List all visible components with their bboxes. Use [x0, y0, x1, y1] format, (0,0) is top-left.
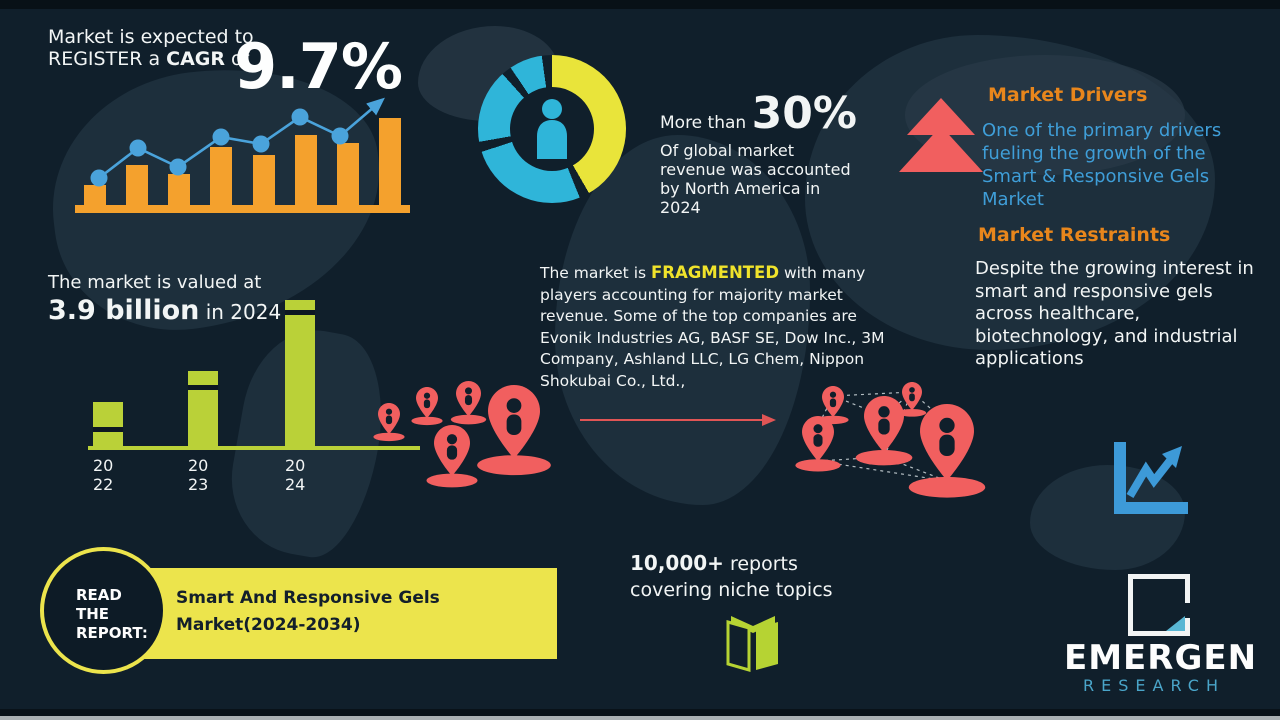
- top-edge-strip: [0, 0, 1280, 9]
- book-icon: [726, 616, 778, 672]
- read-report-badge[interactable]: READ THE REPORT:: [40, 547, 167, 674]
- na-percent: 30%: [751, 88, 857, 139]
- reports-count-rest: reports: [723, 553, 798, 575]
- report-title: Smart And Responsive Gels Market(2024-20…: [176, 588, 440, 635]
- cagr-value: 9.7%: [234, 30, 403, 103]
- line-chart-icon: [1114, 442, 1188, 514]
- frag-prefix: The market is: [540, 264, 651, 282]
- pin-cluster-left: [373, 381, 551, 488]
- valuation-line1: The market is valued at: [48, 272, 262, 293]
- market-drivers-body: One of the primary drivers fueling the g…: [982, 120, 1222, 210]
- logo-square-icon: [1128, 574, 1190, 636]
- location-pin-icon: [450, 381, 487, 425]
- cagr-line1: Market is expected to: [48, 26, 254, 48]
- trend-baseline: [75, 205, 410, 213]
- person-icon: [537, 99, 567, 159]
- cagr-line2-bold: CAGR: [166, 48, 226, 70]
- trend-bar: [84, 185, 106, 205]
- trend-bar: [126, 165, 149, 205]
- market-value-chart: 2022 2023 2024: [88, 300, 420, 494]
- flow-arrow-icon: [580, 414, 776, 426]
- value-bar-label: 2024: [285, 456, 306, 494]
- trend-bars: [75, 95, 410, 205]
- bottom-edge-strip: [0, 709, 1280, 716]
- location-pin-icon: [795, 416, 841, 472]
- location-pin-icon: [411, 387, 443, 426]
- fragmented-paragraph: The market is FRAGMENTED with many playe…: [540, 262, 898, 392]
- trend-bar: [252, 155, 275, 205]
- map-silhouette: [1030, 465, 1185, 570]
- trend-bar: [210, 147, 233, 205]
- trend-line-overlay: [90, 97, 385, 187]
- regional-share-donut: [478, 55, 626, 203]
- reports-count-line2: covering niche topics: [630, 579, 833, 601]
- location-pin-icon: [477, 385, 551, 476]
- reports-count: 10,000+ reports covering niche topics: [630, 550, 833, 603]
- value-bar-label: 2022: [93, 456, 114, 494]
- reports-count-number: 10,000+: [630, 551, 724, 575]
- north-america-stat: More than 30% Of global market revenue w…: [660, 88, 865, 217]
- logo-subtitle: RESEARCH: [1083, 676, 1225, 695]
- read-report-label: READ THE REPORT:: [76, 586, 148, 642]
- trend-bar: [168, 174, 191, 205]
- trend-bar: [294, 135, 317, 205]
- report-title-banner[interactable]: Smart And Responsive Gels Market(2024-20…: [104, 568, 557, 659]
- trend-bar: [336, 143, 359, 205]
- double-up-arrow-icon: [893, 98, 989, 190]
- value-bar: [188, 371, 218, 446]
- value-bar: [93, 402, 123, 446]
- valuation-suffix: in 2024: [199, 300, 282, 324]
- cagr-line2-pre: REGISTER a: [48, 48, 167, 70]
- cagr-trend-chart: [75, 95, 410, 213]
- market-restraints-body: Despite the growing interest in smart an…: [975, 258, 1254, 369]
- location-pin-icon: [855, 396, 913, 466]
- valuation-value: 3.9 billion: [48, 295, 200, 326]
- location-pin-icon: [373, 403, 405, 442]
- cagr-line2-post: of: [225, 48, 250, 70]
- frag-highlight: FRAGMENTED: [651, 263, 780, 282]
- location-pin-icon: [897, 382, 927, 417]
- value-bar: [285, 300, 315, 446]
- location-pin-icon: [908, 404, 986, 498]
- location-pin-icon: [426, 425, 478, 488]
- logo-name: EMERGEN: [1064, 638, 1258, 678]
- trend-bar: [378, 118, 401, 205]
- cagr-headline: Market is expected to REGISTER a CAGR of: [48, 26, 254, 70]
- bottom-edge-line: [0, 716, 1280, 720]
- na-body-text: Of global market revenue was accounted b…: [660, 141, 851, 217]
- pin-cluster-right: [795, 382, 986, 498]
- value-chart-baseline: [88, 446, 420, 450]
- market-drivers-title: Market Drivers: [988, 84, 1148, 106]
- more-than-label: More than: [660, 113, 752, 133]
- frag-suffix: with many players accounting for majorit…: [540, 264, 885, 390]
- value-bar-label: 2023: [188, 456, 209, 494]
- valuation-line2: 3.9 billion in 2024: [48, 295, 281, 326]
- market-restraints-title: Market Restraints: [978, 224, 1171, 246]
- map-silhouette: [555, 135, 810, 505]
